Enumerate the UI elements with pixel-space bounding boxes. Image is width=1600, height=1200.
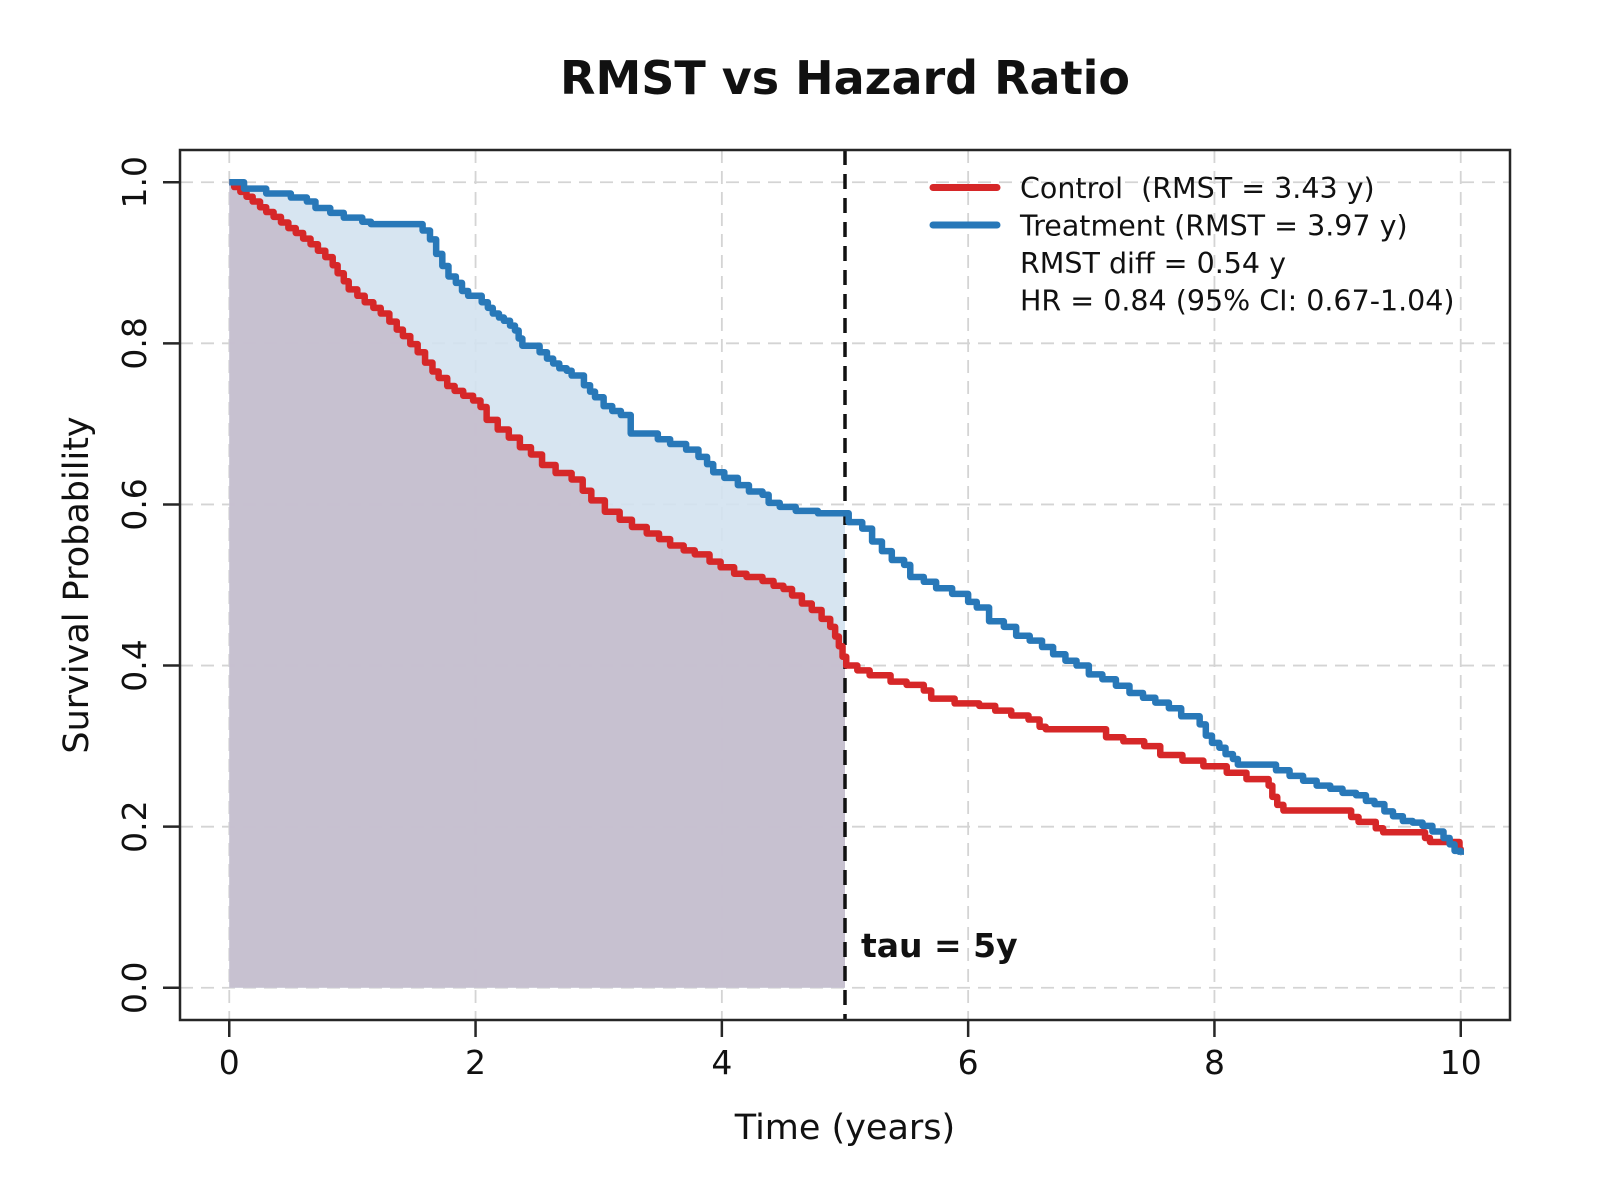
chart-title: RMST vs Hazard Ratio — [560, 51, 1130, 105]
axis-ticks — [163, 180, 1462, 1037]
plot-border — [178, 148, 1512, 1022]
x-tick-label: 4 — [711, 1043, 732, 1082]
y-tick-label: 1.0 — [115, 156, 154, 208]
x-tick-label: 10 — [1440, 1043, 1482, 1082]
legend-rmst-diff-label: RMST diff = 0.54 y — [1020, 247, 1286, 280]
control-curve — [229, 178, 1464, 853]
legend-control-label: Control (RMST = 3.43 y) — [1020, 172, 1375, 205]
y-tick-label: 0.8 — [115, 317, 154, 369]
y-tick-label: 0.4 — [115, 639, 154, 691]
control-area-fill — [229, 182, 845, 988]
survival-curves — [229, 178, 1464, 855]
y-tick-label: 0.2 — [115, 800, 154, 852]
y-tick-label: 0.6 — [115, 478, 154, 530]
y-axis-title: Survival Probability — [57, 416, 97, 753]
x-tick-label: 8 — [1204, 1043, 1225, 1082]
tau-label: tau = 5y — [861, 926, 1018, 965]
x-tick-label: 0 — [219, 1043, 240, 1082]
legend-treatment-label: Treatment (RMST = 3.97 y) — [1019, 210, 1408, 243]
x-tick-label: 6 — [958, 1043, 979, 1082]
treatment-curve — [229, 178, 1464, 855]
x-axis-title: Time (years) — [734, 1108, 955, 1148]
axis-tick-labels: 0 2 4 6 8 10 0.0 0.2 0.4 0.6 0.8 1.0 — [115, 156, 1482, 1082]
rmst-area-fills — [229, 182, 845, 988]
x-tick-label: 2 — [465, 1043, 486, 1082]
y-tick-label: 0.0 — [115, 962, 154, 1014]
legend-hr-label: HR = 0.84 (95% CI: 0.67-1.04) — [1020, 285, 1455, 318]
legend: Control (RMST = 3.43 y) Treatment (RMST … — [929, 172, 1455, 318]
